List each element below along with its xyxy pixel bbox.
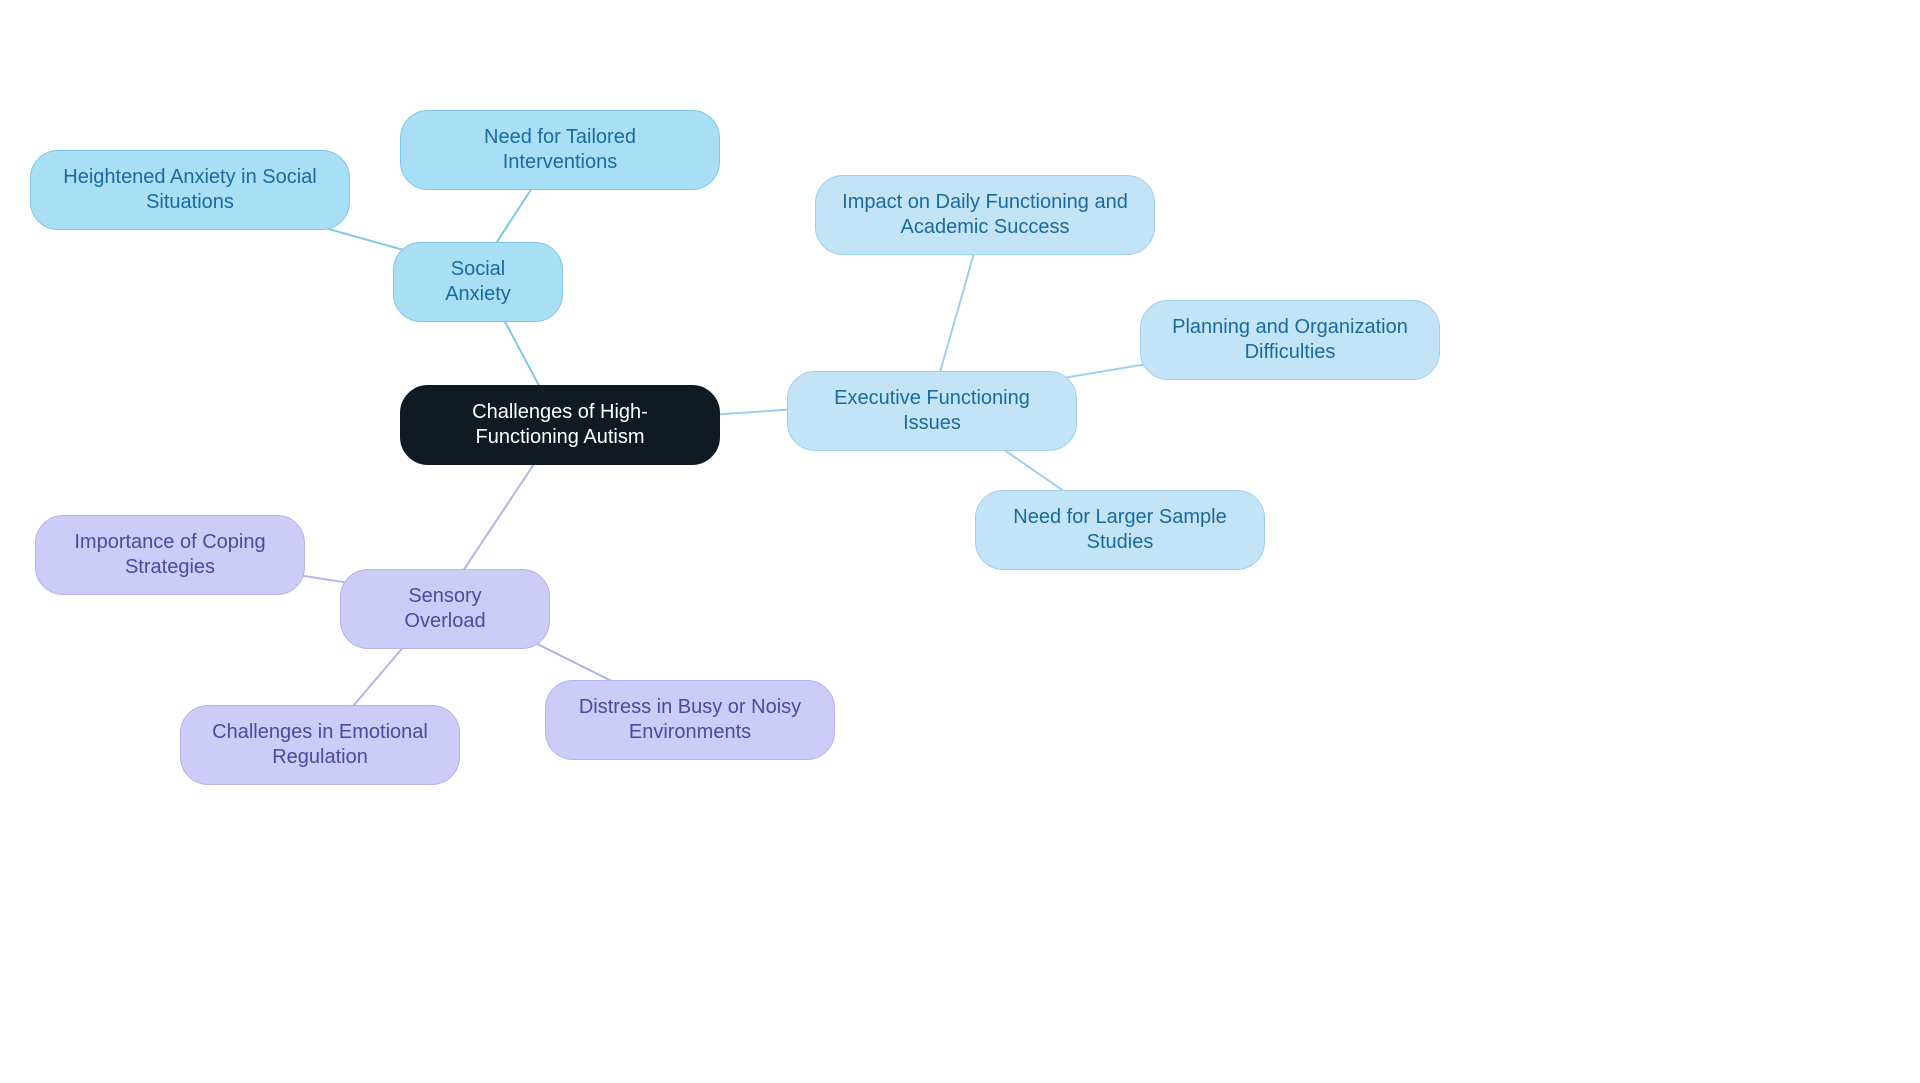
node-exec_impact: Impact on Daily Functioning and Academic… xyxy=(815,175,1155,255)
node-exec_sample: Need for Larger Sample Studies xyxy=(975,490,1265,570)
node-exec_plan: Planning and Organization Difficulties xyxy=(1140,300,1440,380)
node-sensory_cope: Importance of Coping Strategies xyxy=(35,515,305,595)
node-label: Social Anxiety xyxy=(418,257,538,307)
node-sensory_noise: Distress in Busy or Noisy Environments xyxy=(545,680,835,760)
node-label: Need for Tailored Interventions xyxy=(425,125,695,175)
node-social_tail: Need for Tailored Interventions xyxy=(400,110,720,190)
node-label: Distress in Busy or Noisy Environments xyxy=(570,695,810,745)
node-label: Impact on Daily Functioning and Academic… xyxy=(840,190,1130,240)
node-label: Heightened Anxiety in Social Situations xyxy=(55,165,325,215)
node-label: Challenges in Emotional Regulation xyxy=(205,720,435,770)
node-label: Need for Larger Sample Studies xyxy=(1000,505,1240,555)
node-label: Sensory Overload xyxy=(365,584,525,634)
node-label: Planning and Organization Difficulties xyxy=(1165,315,1415,365)
node-social: Social Anxiety xyxy=(393,242,563,322)
node-exec: Executive Functioning Issues xyxy=(787,371,1077,451)
node-social_height: Heightened Anxiety in Social Situations xyxy=(30,150,350,230)
node-label: Challenges of High-Functioning Autism xyxy=(425,400,695,450)
node-label: Executive Functioning Issues xyxy=(812,386,1052,436)
node-label: Importance of Coping Strategies xyxy=(60,530,280,580)
node-root: Challenges of High-Functioning Autism xyxy=(400,385,720,465)
node-sensory_emote: Challenges in Emotional Regulation xyxy=(180,705,460,785)
node-sensory: Sensory Overload xyxy=(340,569,550,649)
